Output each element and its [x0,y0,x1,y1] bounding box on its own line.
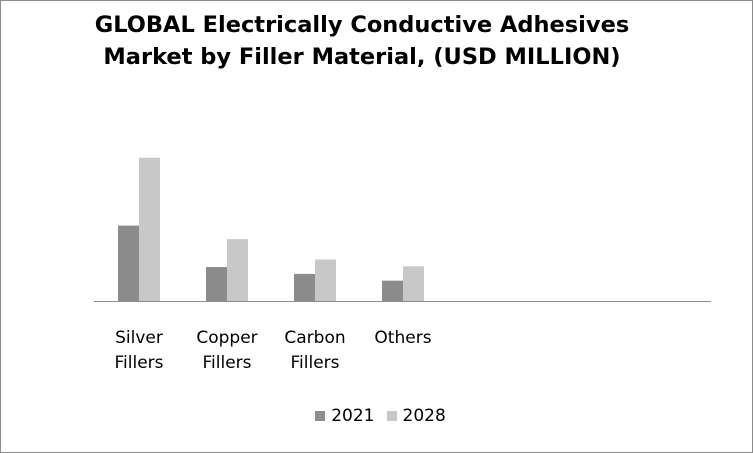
bar-2028-2 [315,259,336,301]
bar-2028-1 [227,239,248,301]
chart-title-line-1: GLOBAL Electrically Conductive Adhesives [94,12,630,38]
bars-group [118,157,424,301]
category-labels-group: Silver Fillers Copper Fillers Carbon Fillers O… [114,328,431,373]
legend-item-2021: 2021 [315,406,375,426]
category-label-0: Silver Fillers [114,328,163,373]
bar-2028-0 [139,157,160,301]
category-label-line: Fillers [114,353,163,373]
bar-2021-2 [294,273,315,301]
category-label-line: Silver [115,328,163,348]
chart-title-line-2: Market by Filler Material, (USD MILLION) [103,44,621,70]
chart-title: GLOBAL Electrically Conductive Adhesives… [1,9,723,73]
category-label-line: Fillers [290,353,339,373]
category-label-3: Others [374,328,431,348]
bar-2021-1 [206,267,227,301]
legend-swatch [315,411,326,421]
bar-2021-3 [382,280,403,301]
category-label-line: Copper [196,328,257,348]
chart-legend: 2021 2028 [0,406,751,426]
category-label-line: Fillers [202,353,251,373]
bar-2028-3 [403,266,424,301]
legend-item-2028: 2028 [386,406,446,426]
bar-2021-0 [118,225,139,301]
legend-swatch [386,411,397,421]
legend-label: 2028 [402,406,446,426]
legend-label: 2021 [331,406,375,426]
category-label-line: Others [374,328,431,348]
category-label-2: Carbon Fillers [284,328,345,373]
category-label-1: Copper Fillers [196,328,257,373]
category-label-line: Carbon [284,328,345,348]
